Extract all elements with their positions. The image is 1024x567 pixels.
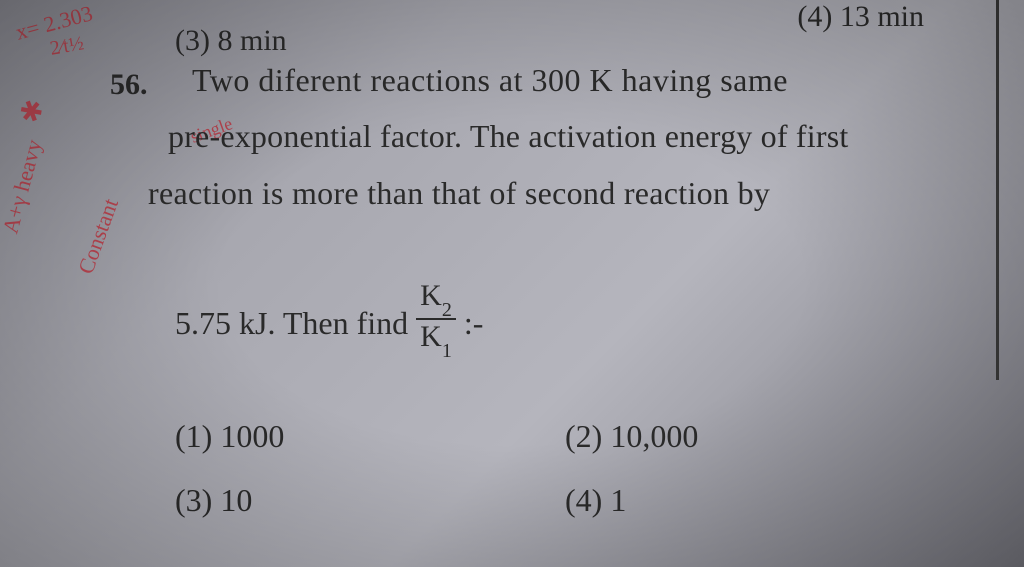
option-3: (3) 10 — [175, 482, 252, 519]
exam-page: (4) 13 min (3) 8 min x= 2.303 2⁄t½ ✱ A+γ… — [0, 0, 1024, 567]
option-1: (1) 1000 — [175, 418, 284, 455]
question-number: 56. — [110, 68, 148, 102]
handwritten-mark: ✱ — [15, 92, 49, 132]
question-line-2: pre-exponential factor. The activation e… — [168, 118, 848, 155]
question-line-1: Two diferent reactions at 300 K having s… — [192, 62, 788, 99]
question-line-4-suffix: :- — [464, 305, 484, 342]
fraction-numerator: K2 — [416, 281, 456, 320]
question-line-4-prefix: 5.75 kJ. Then find — [175, 305, 408, 342]
handwritten-note-2: 2⁄t½ — [48, 32, 85, 61]
rate-constant-fraction: K2 K1 — [416, 281, 456, 357]
handwritten-side-note-2: Constant — [73, 195, 124, 277]
fraction-denominator: K1 — [416, 320, 456, 357]
option-2: (2) 10,000 — [565, 418, 698, 455]
prev-question-option3: (3) 8 min — [175, 24, 287, 58]
option-4: (4) 1 — [565, 482, 626, 519]
question-line-4: 5.75 kJ. Then find K2 K1 :- — [175, 285, 483, 361]
page-border-right — [996, 0, 999, 380]
handwritten-side-note-1: A+γ heavy — [0, 137, 47, 237]
question-line-3: reaction is more than that of second rea… — [148, 175, 770, 212]
prev-question-option4: (4) 13 min — [797, 0, 924, 34]
